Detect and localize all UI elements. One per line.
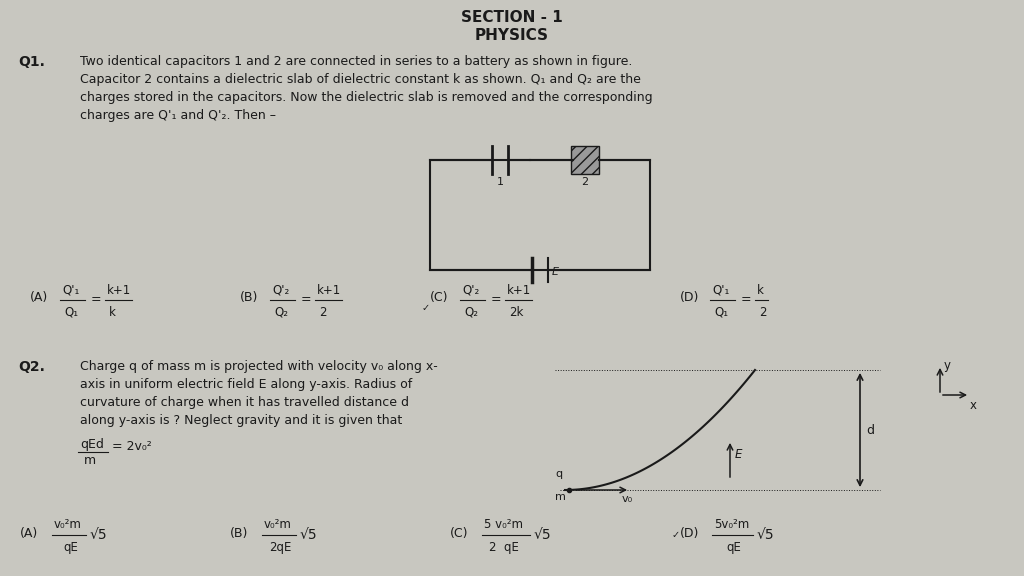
Bar <box>571 146 599 174</box>
Text: √5: √5 <box>300 528 317 542</box>
Text: k+1: k+1 <box>317 283 341 297</box>
Text: = 2v₀²: = 2v₀² <box>112 439 152 453</box>
Text: 5 v₀²m: 5 v₀²m <box>484 517 523 530</box>
Text: k: k <box>109 305 116 319</box>
Text: 2k: 2k <box>509 305 523 319</box>
Text: y: y <box>944 358 951 372</box>
Bar <box>430 160 650 270</box>
Text: E: E <box>552 267 559 277</box>
Text: Two identical capacitors 1 and 2 are connected in series to a battery as shown i: Two identical capacitors 1 and 2 are con… <box>80 55 633 68</box>
Text: qEd: qEd <box>80 438 103 451</box>
Text: 5v₀²m: 5v₀²m <box>714 517 750 530</box>
Text: charges stored in the capacitors. Now the dielectric slab is removed and the cor: charges stored in the capacitors. Now th… <box>80 91 652 104</box>
Text: Q1.: Q1. <box>18 55 45 69</box>
Text: x: x <box>970 399 977 412</box>
Text: along y-axis is ? Neglect gravity and it is given that: along y-axis is ? Neglect gravity and it… <box>80 414 402 427</box>
Text: SECTION - 1: SECTION - 1 <box>461 10 563 25</box>
Text: 2qE: 2qE <box>269 540 292 554</box>
Text: Q₁: Q₁ <box>63 305 78 319</box>
Text: Charge q of mass m is projected with velocity v₀ along x-: Charge q of mass m is projected with vel… <box>80 360 437 373</box>
Text: 2: 2 <box>319 305 327 319</box>
Text: √5: √5 <box>534 528 552 542</box>
Text: √5: √5 <box>757 528 774 542</box>
Text: ✓: ✓ <box>422 303 430 313</box>
Text: (A): (A) <box>30 291 48 305</box>
Text: Q'₁: Q'₁ <box>62 283 80 297</box>
Text: k+1: k+1 <box>507 283 531 297</box>
Text: k+1: k+1 <box>106 283 131 297</box>
Text: (D): (D) <box>680 291 699 305</box>
Text: q: q <box>555 469 562 479</box>
Text: v₀²m: v₀²m <box>54 517 82 530</box>
Text: qE: qE <box>63 540 78 554</box>
Text: Q2.: Q2. <box>18 360 45 374</box>
Text: 2: 2 <box>582 177 589 187</box>
Text: =: = <box>741 294 752 306</box>
Text: (B): (B) <box>230 526 249 540</box>
Text: E: E <box>735 449 742 461</box>
Text: (B): (B) <box>240 291 258 305</box>
Text: 2  qE: 2 qE <box>489 540 519 554</box>
Text: PHYSICS: PHYSICS <box>475 28 549 43</box>
Text: charges are Q'₁ and Q'₂. Then –: charges are Q'₁ and Q'₂. Then – <box>80 109 276 122</box>
Text: Q'₂: Q'₂ <box>462 283 479 297</box>
Text: k: k <box>757 283 764 297</box>
Text: qE: qE <box>726 540 741 554</box>
Text: Q₂: Q₂ <box>464 305 478 319</box>
Text: v₀²m: v₀²m <box>264 517 292 530</box>
Text: 2: 2 <box>759 305 767 319</box>
Text: 1: 1 <box>497 177 504 187</box>
Text: Q₁: Q₁ <box>714 305 728 319</box>
Text: Q'₁: Q'₁ <box>712 283 729 297</box>
Text: =: = <box>301 294 311 306</box>
Text: axis in uniform electric field E along y-axis. Radius of: axis in uniform electric field E along y… <box>80 378 413 391</box>
Text: d: d <box>866 423 874 437</box>
Text: =: = <box>490 294 502 306</box>
Text: (D): (D) <box>680 526 699 540</box>
Text: m: m <box>555 492 566 502</box>
Text: ✓: ✓ <box>672 530 680 540</box>
Text: (C): (C) <box>450 526 469 540</box>
Text: m: m <box>84 454 96 467</box>
Text: (C): (C) <box>430 291 449 305</box>
Text: Capacitor 2 contains a dielectric slab of dielectric constant k as shown. Q₁ and: Capacitor 2 contains a dielectric slab o… <box>80 73 641 86</box>
Text: √5: √5 <box>90 528 108 542</box>
Text: Q₂: Q₂ <box>274 305 288 319</box>
Text: curvature of charge when it has travelled distance d: curvature of charge when it has travelle… <box>80 396 409 409</box>
Text: v₀: v₀ <box>622 494 633 504</box>
Text: Q'₂: Q'₂ <box>272 283 289 297</box>
Text: =: = <box>91 294 101 306</box>
Text: (A): (A) <box>20 526 38 540</box>
